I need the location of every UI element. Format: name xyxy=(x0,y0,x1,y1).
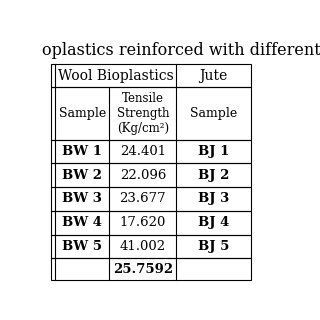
Bar xyxy=(51,140,251,164)
Text: BJ 3: BJ 3 xyxy=(198,193,229,205)
Text: Sample: Sample xyxy=(190,107,237,120)
Text: BW 3: BW 3 xyxy=(62,193,102,205)
Text: Jute: Jute xyxy=(199,69,228,83)
Text: BJ 2: BJ 2 xyxy=(198,169,229,182)
Text: Wool Bioplastics: Wool Bioplastics xyxy=(58,69,173,83)
Text: 24.401: 24.401 xyxy=(120,145,166,158)
Bar xyxy=(51,211,251,235)
Text: 23.677: 23.677 xyxy=(120,193,166,205)
Text: oplastics reinforced with different t: oplastics reinforced with different t xyxy=(43,42,320,59)
Bar xyxy=(51,235,251,258)
Bar xyxy=(51,164,251,187)
Text: BW 5: BW 5 xyxy=(62,240,102,253)
Text: BJ 5: BJ 5 xyxy=(198,240,229,253)
Text: BW 4: BW 4 xyxy=(62,216,102,229)
Bar xyxy=(51,64,251,87)
Text: Sample: Sample xyxy=(59,107,106,120)
Bar xyxy=(51,187,251,211)
Text: 22.096: 22.096 xyxy=(120,169,166,182)
Text: 17.620: 17.620 xyxy=(120,216,166,229)
Text: BJ 1: BJ 1 xyxy=(198,145,229,158)
Bar xyxy=(51,258,251,280)
Text: 41.002: 41.002 xyxy=(120,240,166,253)
Text: BJ 4: BJ 4 xyxy=(198,216,229,229)
Text: BW 2: BW 2 xyxy=(62,169,102,182)
Text: 25.7592: 25.7592 xyxy=(113,263,173,276)
Bar xyxy=(51,87,251,140)
Text: Tensile
Strength
(Kg/cm²): Tensile Strength (Kg/cm²) xyxy=(117,92,169,135)
Text: BW 1: BW 1 xyxy=(62,145,102,158)
